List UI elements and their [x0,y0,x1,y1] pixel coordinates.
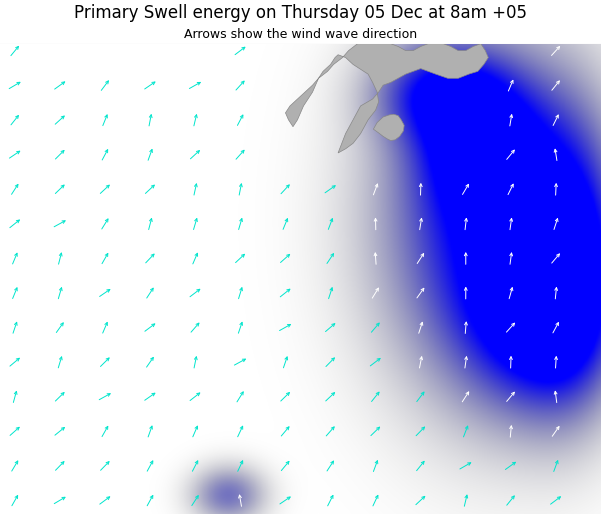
Polygon shape [373,114,404,140]
Text: Arrows show the wind wave direction: Arrows show the wind wave direction [184,28,417,41]
Polygon shape [285,44,488,153]
Text: Primary Swell energy on Thursday 05 Dec at 8am +05: Primary Swell energy on Thursday 05 Dec … [74,4,527,22]
